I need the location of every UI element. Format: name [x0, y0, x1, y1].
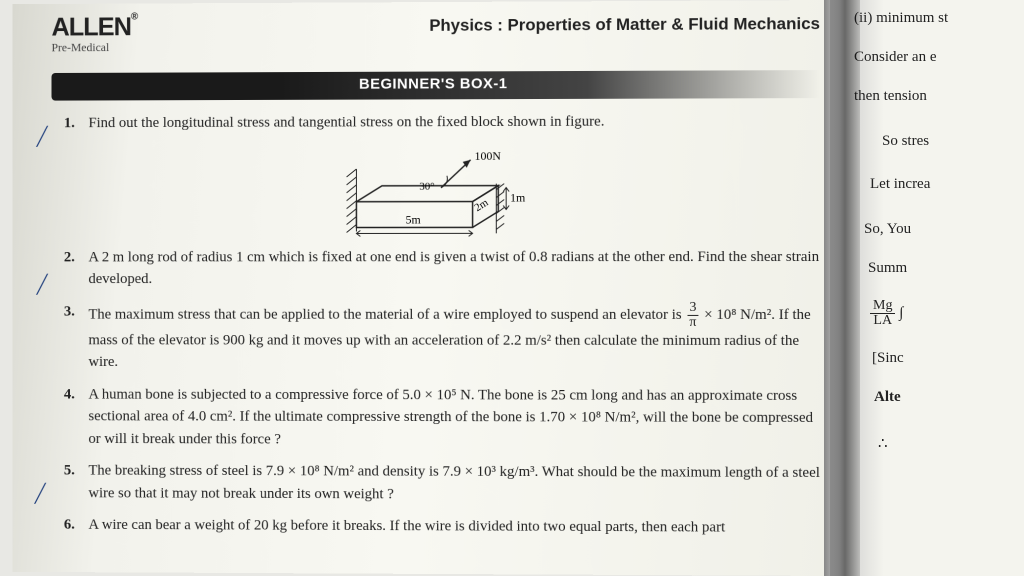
question-4: 4. A human bone is subjected to a compre…	[51, 383, 820, 452]
numerator: 3	[687, 300, 698, 315]
page-header: ALLEN Pre-Medical Physics : Properties o…	[51, 8, 820, 55]
angle-label: 30°	[419, 180, 434, 192]
question-body: A human bone is subjected to a compressi…	[88, 383, 820, 452]
right-text: ∴	[854, 434, 1024, 453]
left-page: ALLEN Pre-Medical Physics : Properties o…	[13, 0, 840, 576]
force-label: 100N	[475, 148, 502, 162]
question-body: Find out the longitudinal stress and tan…	[88, 110, 820, 134]
right-text: Consider an e	[854, 49, 1024, 66]
right-text: Alte	[854, 389, 1024, 406]
tick-icon: ⁄	[38, 120, 47, 154]
depth-label: 2m	[472, 196, 491, 214]
width-label: 5m	[406, 212, 422, 226]
right-text: then tension	[854, 88, 1024, 105]
book-spine	[830, 0, 860, 576]
q3-pre: The maximum stress that can be applied t…	[88, 306, 685, 322]
right-text: So stres	[854, 133, 1024, 150]
logo-block: ALLEN Pre-Medical	[51, 11, 137, 55]
question-body: A wire can bear a weight of 20 kg before…	[88, 514, 820, 539]
question-3: 3. The maximum stress that can be applie…	[51, 300, 820, 374]
subject-title: Physics : Properties of Matter & Fluid M…	[429, 14, 820, 36]
logo-text: ALLEN	[51, 11, 137, 42]
box-title-text: BEGINNER'S BOX-1	[359, 75, 508, 92]
right-text: (ii) minimum st	[854, 10, 1024, 27]
question-2: 2. A 2 m long rod of radius 1 cm which i…	[51, 246, 820, 291]
right-text: Let increa	[854, 176, 1024, 193]
fraction: Mg LA	[870, 299, 895, 328]
question-body: The maximum stress that can be applied t…	[88, 300, 820, 374]
question-number: 2.	[51, 246, 74, 290]
right-text: So, You	[854, 221, 1024, 238]
numerator: Mg	[870, 299, 895, 314]
right-text: Summ	[854, 260, 1024, 277]
question-1: 1. Find out the longitudinal stress and …	[51, 110, 820, 135]
denominator: LA	[870, 314, 895, 328]
right-text: [Sinc	[854, 350, 1024, 367]
box-title-bar: BEGINNER'S BOX-1	[51, 70, 820, 101]
question-number: 3.	[51, 300, 74, 373]
question-body: The breaking stress of steel is 7.9 × 10…	[88, 460, 820, 507]
block-figure: 100N 30° 5m 2m 1m	[325, 143, 542, 238]
height-label: 1m	[510, 190, 526, 204]
question-number: 6.	[51, 514, 74, 536]
question-6: 6. A wire can bear a weight of 20 kg bef…	[51, 514, 820, 540]
logo-subtext: Pre-Medical	[51, 40, 137, 55]
question-number: 4.	[51, 383, 74, 450]
tick-icon: ⁄	[38, 268, 47, 302]
question-number: 1.	[51, 112, 74, 134]
right-text: Mg LA ∫	[854, 299, 1024, 328]
question-number: 5.	[51, 460, 74, 504]
fraction: 3 π	[687, 300, 698, 329]
tick-icon: ⁄	[36, 477, 45, 511]
denominator: π	[687, 315, 698, 329]
question-5: 5. The breaking stress of steel is 7.9 ×…	[51, 460, 820, 507]
question-body: A 2 m long rod of radius 1 cm which is f…	[88, 246, 820, 291]
